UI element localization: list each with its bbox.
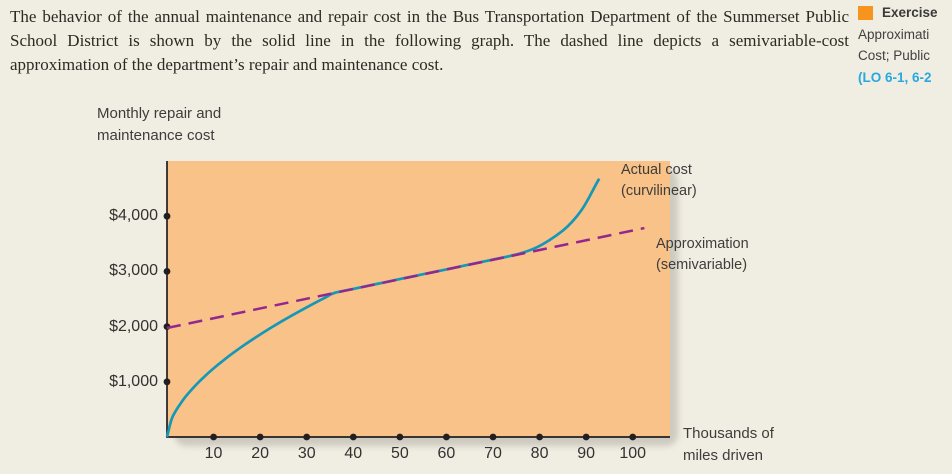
legend-approximation: Approximation (semivariable) [656,234,749,276]
legend-approximation-name: Approximation [656,236,749,252]
x-tick-dot [443,433,450,441]
x-tick-dot [536,433,543,441]
exercise-subtitle-line: Approximati [858,26,930,42]
legend-actual-cost-name: Actual cost [621,162,692,178]
intro-paragraph: The behavior of the annual maintenance a… [10,7,849,74]
x-tick-label: 10 [204,445,223,462]
x-tick-label: 30 [297,445,316,462]
x-axis-label-line2: miles driven [683,447,764,464]
x-tick-dot [303,433,311,441]
y-axis-title: Monthly repair and maintenance cost [97,103,221,147]
x-tick-label: 20 [251,445,270,462]
x-tick-label: 80 [530,445,549,462]
margin-note-heading: Exercise [858,2,952,24]
axes-lines [166,161,670,438]
y-tick-label: $2,000 [109,317,158,335]
x-axis-label-line1: Thousands of [683,425,774,442]
y-axis-title-line2: maintenance cost [97,127,215,144]
learning-objective-ref: (LO 6-1, 6-2 [858,69,932,85]
x-tick-dot [629,433,637,441]
y-tick-dot [163,378,171,386]
x-tick-dot [210,433,217,441]
legend-approximation-descriptor: (semivariable) [656,257,748,273]
y-axis-title-line1: Monthly repair and [97,105,222,122]
series-solid [165,178,601,438]
exercise-title: Exercise [882,5,938,20]
x-tick-dot [582,433,590,441]
legend-actual-cost-descriptor: (curvilinear) [621,183,697,199]
x-tick-label: 90 [577,445,596,462]
x-tick-label: 100 [619,445,647,462]
x-tick-label: 70 [484,445,502,462]
x-tick-label: 40 [344,445,363,462]
x-tick-dot [489,433,497,441]
x-tick-label: 50 [390,445,409,462]
exercise-subtitle-line: Cost; Public [858,48,931,63]
y-tick-label: $4,000 [109,207,158,225]
series-dashed [166,226,645,330]
margin-note: Exercise Approximati Cost; Public (LO 6-… [858,2,952,88]
exercise-bullet-icon [858,5,873,20]
y-tick-label: $1,000 [109,372,158,390]
plot-area [167,161,670,437]
y-tick-dot [163,268,171,275]
x-tick-dot [256,433,264,441]
y-tick-label: $3,000 [109,262,158,280]
x-axis-label: Thousands of miles driven [683,423,774,467]
y-tick-dot [163,212,171,220]
x-tick-dot [349,433,357,441]
legend-actual-cost: Actual cost (curvilinear) [621,160,697,202]
x-tick-dot [396,433,404,441]
x-tick-label: 60 [437,445,456,462]
